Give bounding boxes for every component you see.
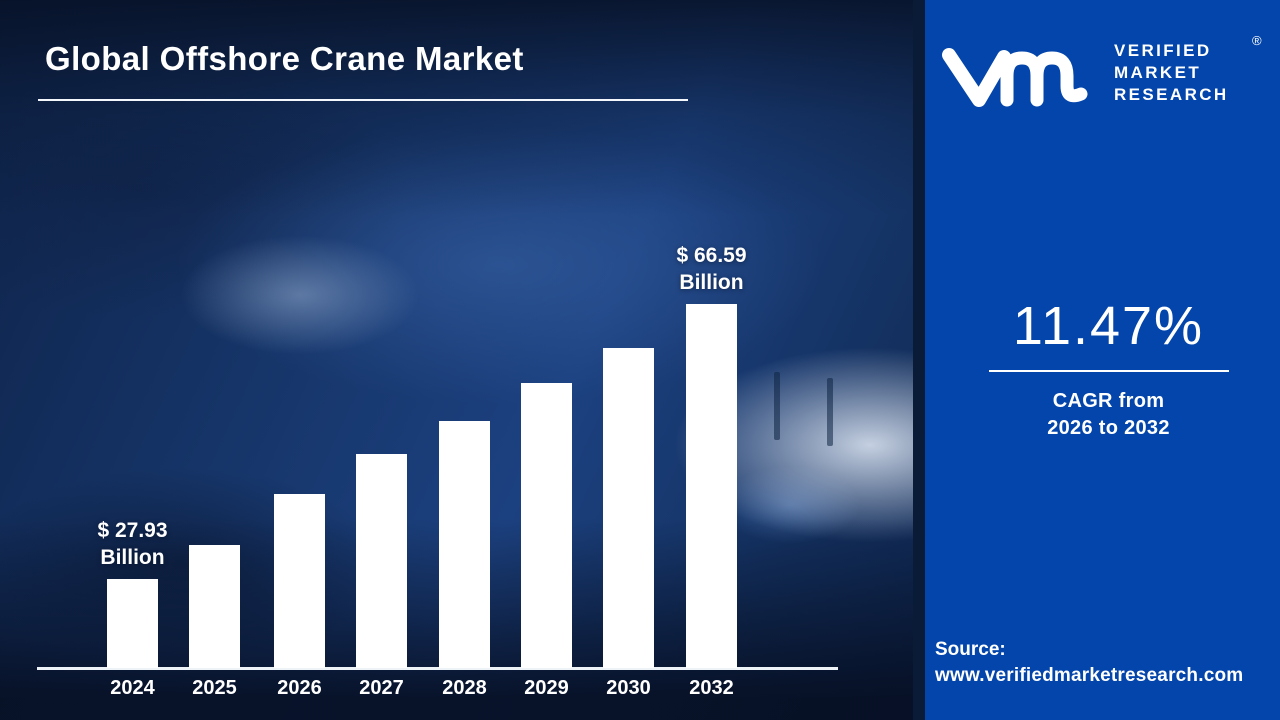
registered-trademark: ® — [1252, 33, 1262, 48]
bar-2026 — [274, 494, 325, 668]
bar-chart: 2024 2025 2026 2027 2028 2029 2030 2032 $ 27.93 B… — [37, 244, 838, 699]
panel-divider — [913, 0, 925, 720]
bar-2027 — [356, 454, 407, 668]
x-axis-line — [37, 667, 838, 670]
info-panel: VERIFIED MARKET RESEARCH ® 11.47% CAGR f… — [925, 0, 1280, 720]
brand-wordmark: VERIFIED MARKET RESEARCH — [1114, 40, 1229, 106]
cagr-caption-line1: CAGR from — [1052, 390, 1165, 412]
x-tick-label-2024: 2024 — [110, 677, 155, 699]
x-tick-label-2029: 2029 — [524, 677, 569, 699]
x-tick-label-2027: 2027 — [359, 677, 404, 699]
chart-panel: Global Offshore Crane Market 2024 2025 202… — [0, 0, 913, 720]
source-label: Source: — [935, 639, 1006, 660]
page-title: Global Offshore Crane Market — [45, 40, 524, 77]
source-url: www.verifiedmarketresearch.com — [935, 665, 1244, 686]
x-tick-label-2025: 2025 — [192, 677, 237, 699]
cagr-block: 11.47% CAGR from 2026 to 2032 — [937, 296, 1280, 442]
cagr-caption-line2: 2026 to 2032 — [1047, 417, 1170, 439]
brand-line-research: RESEARCH — [1114, 85, 1229, 104]
bar-2029 — [521, 383, 572, 668]
value-label-2032: $ 66.59 Billion — [676, 244, 747, 294]
x-tick-label-2028: 2028 — [442, 677, 487, 699]
vmr-monogram-icon — [942, 48, 1088, 107]
cagr-underline — [988, 370, 1229, 372]
x-tick-label-2032: 2032 — [689, 677, 734, 699]
x-tick-label-2026: 2026 — [277, 677, 322, 699]
bar-2025 — [189, 545, 240, 668]
brand-line-verified: VERIFIED — [1114, 41, 1212, 60]
cagr-value: 11.47% — [1012, 296, 1205, 356]
bar-2030 — [603, 348, 654, 668]
chimney-shape — [827, 378, 833, 446]
title-underline — [38, 99, 688, 101]
bar-2024 — [107, 579, 158, 668]
source-block: Source: www.verifiedmarketresearch.com — [935, 637, 1280, 689]
chimney-shape — [774, 372, 780, 440]
x-tick-label-2030: 2030 — [606, 677, 651, 699]
brand-line-market: MARKET — [1114, 63, 1202, 82]
brand-header: VERIFIED MARKET RESEARCH ® — [925, 0, 1280, 130]
bar-2032 — [686, 304, 737, 668]
value-label-2024: $ 27.93 Billion — [97, 519, 168, 569]
bar-2028 — [439, 421, 490, 668]
